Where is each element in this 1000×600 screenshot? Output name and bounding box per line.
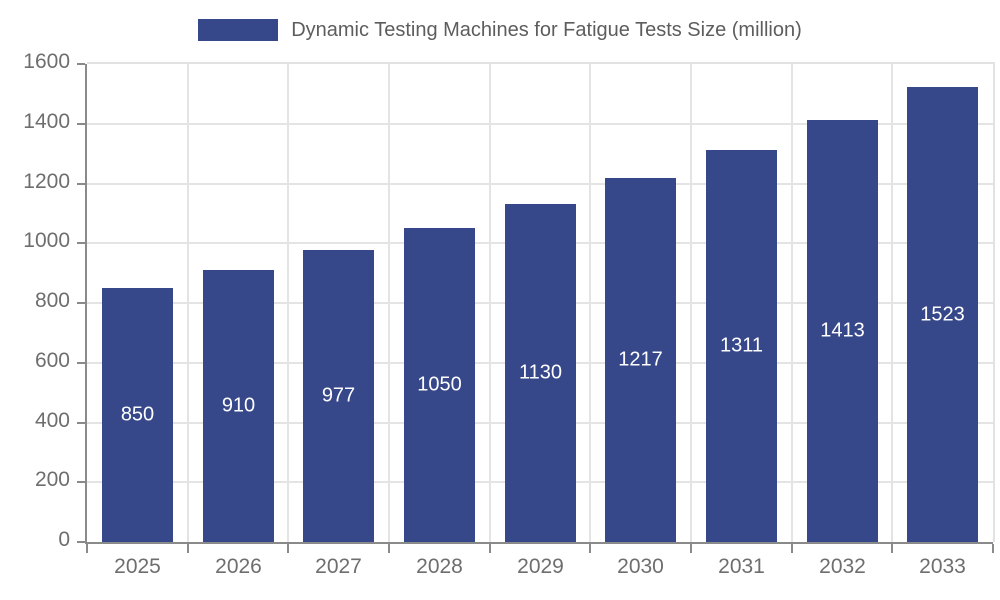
bar-2033: 1523 — [907, 87, 978, 542]
y-tick-mark — [77, 361, 85, 364]
x-tick-label: 2030 — [617, 555, 664, 578]
x-axis-line — [85, 542, 993, 544]
bar-value-label: 850 — [120, 403, 155, 426]
y-tick-mark — [77, 541, 85, 543]
x-tick-label: 2032 — [819, 555, 866, 578]
vertical-gridline — [388, 64, 390, 542]
bar-2029: 1130 — [505, 204, 576, 542]
y-tick-label: 400 — [34, 408, 70, 432]
x-tick-label: 2033 — [919, 555, 966, 578]
x-tick-mark — [790, 544, 793, 553]
x-tick-mark — [690, 544, 692, 553]
x-tick-mark — [488, 544, 491, 553]
y-tick-mark — [77, 481, 85, 484]
x-tick-label: 2028 — [416, 555, 463, 578]
bar-2028: 1050 — [404, 228, 475, 542]
bar-2025: 850 — [102, 288, 173, 542]
y-tick-mark — [77, 242, 85, 245]
vertical-gridline — [790, 64, 793, 542]
bar-value-label: 910 — [221, 394, 256, 417]
x-tick-label: 2031 — [718, 555, 765, 578]
bar-2032: 1413 — [807, 120, 878, 542]
x-tick-mark — [992, 544, 994, 553]
bar-value-label: 977 — [321, 384, 356, 407]
x-tick-label: 2029 — [517, 555, 564, 578]
x-tick-label: 2027 — [315, 555, 362, 578]
x-tick-mark — [287, 544, 290, 553]
y-tick-mark — [77, 182, 85, 185]
y-tick-label: 200 — [34, 468, 70, 492]
vertical-gridline — [287, 64, 290, 542]
bar-value-label: 1130 — [518, 361, 562, 384]
horizontal-gridline — [87, 122, 993, 125]
bar-2027: 977 — [303, 250, 374, 542]
x-tick-mark — [891, 544, 894, 553]
x-tick-mark — [589, 544, 592, 553]
y-tick-mark — [77, 421, 85, 424]
x-tick-label: 2026 — [215, 555, 262, 578]
vertical-gridline — [488, 64, 491, 542]
bar-value-label: 1523 — [920, 303, 965, 325]
bar-value-label: 1311 — [719, 334, 763, 357]
y-tick-label: 1000 — [23, 229, 70, 253]
bar-2031: 1311 — [706, 150, 777, 542]
plot-area: 850 910 977 1050 1130 1217 1311 1413 1523 — [77, 62, 995, 553]
y-tick-label: 0 — [58, 528, 70, 551]
y-tick-label: 1200 — [23, 169, 70, 193]
y-axis-line — [85, 64, 87, 542]
bar-2026: 910 — [203, 270, 274, 542]
x-tick-label: 2025 — [114, 555, 161, 578]
y-tick-label: 600 — [34, 348, 70, 372]
y-tick-label: 1600 — [23, 50, 70, 73]
legend-swatch — [198, 19, 279, 41]
y-tick-mark — [77, 63, 85, 65]
y-tick-mark — [77, 302, 85, 304]
bar-value-label: 1413 — [820, 319, 865, 342]
x-tick-mark — [186, 544, 189, 553]
horizontal-gridline — [87, 182, 993, 185]
bar-value-label: 1217 — [618, 348, 663, 371]
vertical-gridline — [186, 64, 189, 542]
legend-label: Dynamic Testing Machines for Fatigue Tes… — [291, 18, 802, 41]
vertical-gridline — [690, 64, 692, 542]
legend: Dynamic Testing Machines for Fatigue Tes… — [0, 16, 1000, 44]
bar-2030: 1217 — [605, 178, 676, 542]
x-tick-mark — [86, 544, 88, 553]
y-tick-mark — [77, 122, 85, 125]
y-tick-label: 1400 — [23, 109, 70, 133]
x-tick-mark — [388, 544, 390, 553]
vertical-gridline — [589, 64, 592, 542]
y-tick-label: 800 — [34, 289, 70, 312]
bar-value-label: 1050 — [417, 373, 462, 396]
vertical-gridline — [891, 64, 894, 542]
